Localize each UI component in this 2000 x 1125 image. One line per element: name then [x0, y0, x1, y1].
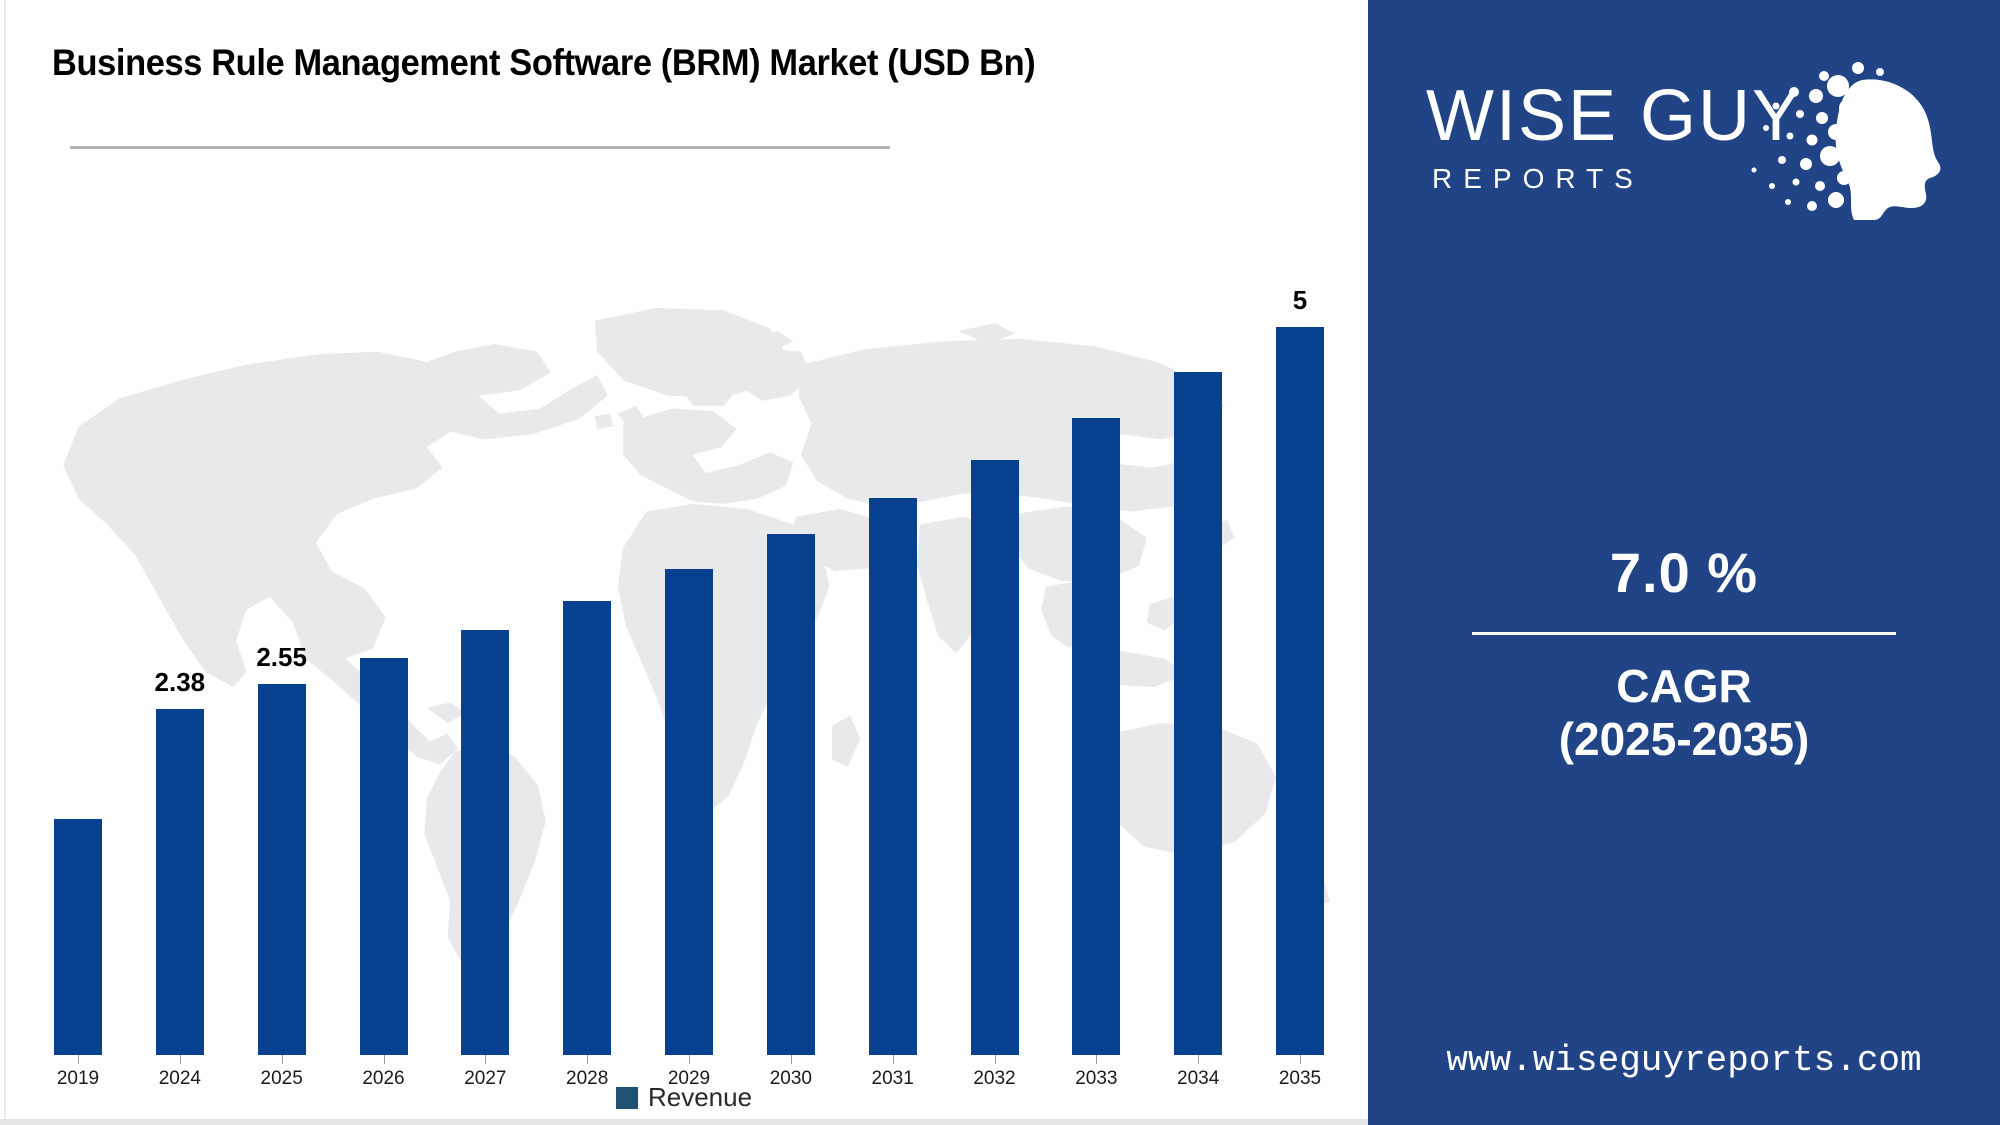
cagr-label-text: CAGR: [1616, 660, 1752, 712]
cagr-divider: [1472, 632, 1896, 635]
bar-2031: [868, 497, 917, 1055]
legend-swatch-revenue: [615, 1086, 638, 1109]
brand-panel: WISE GUY REPORTS: [1368, 0, 2000, 1125]
x-axis-tick-2030: [790, 1055, 792, 1064]
bar-2034: [1174, 372, 1223, 1055]
x-axis-tick-2024: [179, 1055, 181, 1064]
bar-2035: [1276, 327, 1324, 1055]
bar-2028: [563, 600, 612, 1055]
svg-text:REPORTS: REPORTS: [1432, 163, 1644, 194]
bar-2033: [1072, 417, 1121, 1055]
x-axis-tick-2025: [281, 1055, 283, 1064]
x-axis-label-2030: 2030: [769, 1068, 812, 1089]
chart-legend: Revenue: [0, 1082, 1368, 1113]
x-axis-label-2027: 2027: [464, 1068, 507, 1089]
chart-panel: Business Rule Management Software (BRM) …: [0, 0, 1368, 1125]
title-underline: [70, 146, 890, 149]
x-axis-label-2034: 2034: [1177, 1068, 1220, 1089]
x-axis-tick-2035: [1300, 1055, 1301, 1064]
website-url: www.wiseguyreports.com: [1446, 1040, 1922, 1081]
left-edge-divider: [4, 0, 6, 1125]
x-axis-label-2035: 2035: [1278, 1068, 1322, 1089]
bar-value-label-2035: 5: [1292, 285, 1308, 316]
x-axis-label-2024: 2024: [158, 1068, 201, 1089]
x-axis-tick-2032: [994, 1055, 996, 1064]
svg-text:WISE GUY: WISE GUY: [1426, 76, 1802, 156]
x-axis-label-2032: 2032: [973, 1068, 1016, 1089]
bar-2027: [461, 630, 510, 1055]
cagr-value: 7.0 %: [1609, 541, 1759, 604]
bar-2032: [970, 459, 1019, 1055]
plot-area: 2019 2.38 2024 2.55 2025 2026 2027 2028 2029 2030…: [54, 285, 1324, 1089]
legend-label-revenue: Revenue: [647, 1082, 753, 1112]
cagr-label-block: CAGR (2025-2035): [1368, 660, 2000, 767]
chart-title: Business Rule Management Software (BRM) …: [52, 42, 1036, 83]
wiseguy-reports-logo: WISE GUY REPORTS: [1424, 62, 1954, 222]
x-axis-tick-2028: [587, 1055, 589, 1064]
x-axis-label-2028: 2028: [566, 1068, 609, 1089]
bar-2024: [155, 708, 204, 1055]
x-axis-tick-2031: [892, 1055, 894, 1064]
x-axis-label-2025: 2025: [260, 1068, 303, 1089]
x-axis-tick-2026: [383, 1055, 385, 1064]
x-axis-tick-2034: [1198, 1055, 1200, 1064]
bar-2025: [257, 683, 306, 1055]
bar-value-label-2025: 2.55: [256, 641, 307, 672]
cagr-period-text: (2025-2035): [1558, 713, 1810, 766]
x-axis-label-2031: 2031: [871, 1068, 914, 1089]
bar-value-label-2024: 2.38: [154, 666, 206, 697]
bar-2019: [54, 819, 102, 1055]
x-axis-tick-2033: [1096, 1055, 1098, 1064]
x-axis-tick-2019: [78, 1055, 79, 1064]
x-axis-label-2029: 2029: [667, 1068, 711, 1089]
bar-2030: [766, 533, 815, 1055]
x-axis-tick-2029: [689, 1055, 690, 1064]
bar-2029: [665, 568, 713, 1055]
x-axis-tick-2027: [485, 1055, 487, 1064]
x-axis-label-2033: 2033: [1075, 1068, 1118, 1089]
bar-2026: [359, 657, 408, 1055]
x-axis-label-2026: 2026: [362, 1068, 405, 1089]
x-axis-label-2019: 2019: [56, 1068, 100, 1089]
